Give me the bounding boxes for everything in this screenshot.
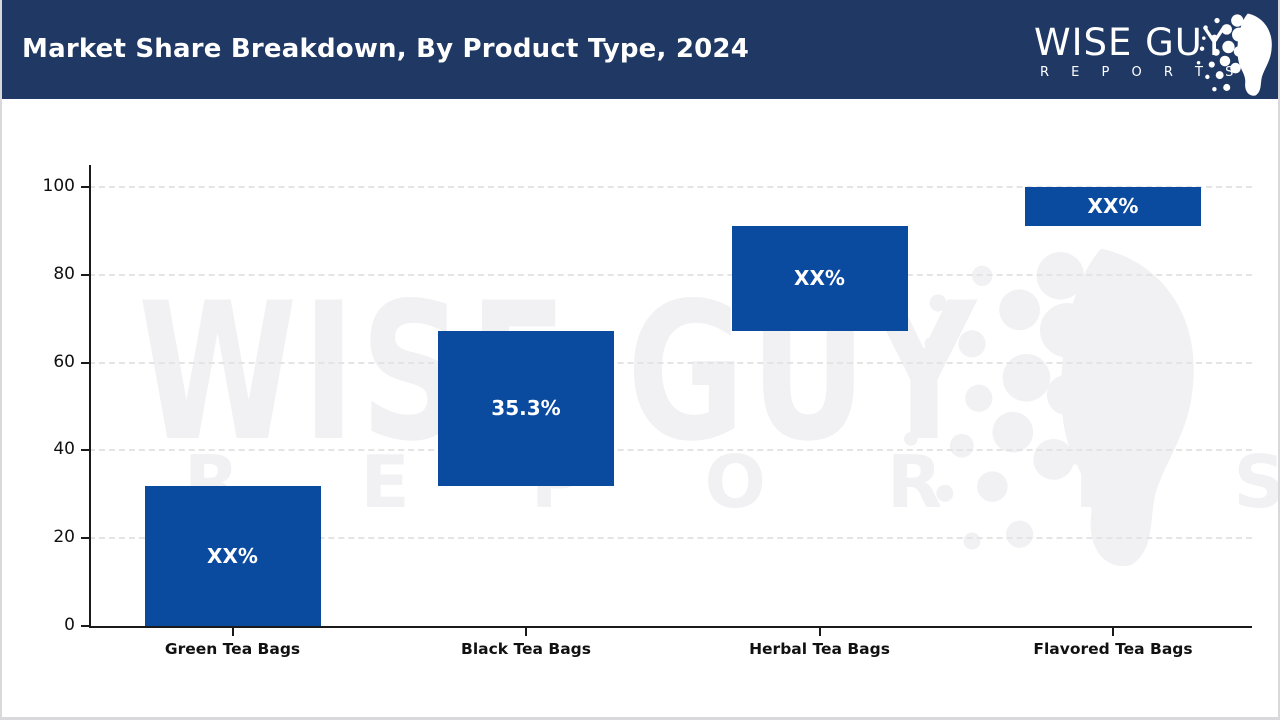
x-category-label: Herbal Tea Bags	[749, 640, 890, 658]
x-category-label: Flavored Tea Bags	[1033, 640, 1193, 658]
y-tick	[81, 449, 89, 452]
bar-segment	[1025, 187, 1201, 226]
y-tick	[81, 537, 89, 540]
bar-value-label: 35.3%	[491, 396, 561, 421]
header-banner: Market Share Breakdown, By Product Type,…	[2, 0, 1278, 99]
x-tick	[1112, 628, 1114, 636]
y-gridline	[89, 186, 1252, 188]
y-tick	[81, 361, 89, 364]
x-category-label: Green Tea Bags	[164, 640, 301, 658]
bar-value-label: XX%	[207, 543, 258, 568]
bar-segment	[731, 225, 908, 331]
y-tick	[81, 625, 89, 627]
y-gridline	[89, 361, 1252, 364]
y-tick-label: 60	[53, 351, 75, 372]
dotted-head-icon	[1196, 13, 1272, 96]
y-gridline	[89, 537, 1252, 540]
wise-guy-logo: WISE GUY R E P O R T S	[1006, 5, 1276, 96]
y-gridline	[89, 273, 1252, 276]
watermark-dotted-head-icon	[904, 248, 1194, 567]
y-tick-label: 0	[64, 615, 75, 635]
bar-segment	[438, 330, 614, 486]
logo-wordmark: WISE GUY	[1034, 21, 1227, 64]
y-tick	[81, 273, 89, 276]
x-axis-line	[89, 626, 1252, 628]
bar-segment	[144, 485, 321, 626]
x-tick	[818, 628, 821, 636]
y-axis-line	[89, 165, 91, 628]
x-category-label: Black Tea Bags	[461, 640, 591, 658]
logo-subtitle: R E P O R T S	[1040, 65, 1243, 80]
bar-value-label: XX%	[1087, 194, 1139, 219]
y-tick-label: 100	[42, 176, 75, 196]
y-tick-label: 40	[53, 439, 75, 460]
bar-value-label: XX%	[794, 266, 845, 291]
y-tick-label: 20	[53, 527, 75, 548]
y-tick-label: 80	[53, 263, 75, 284]
y-tick	[81, 186, 89, 188]
x-tick	[231, 628, 234, 636]
page-title: Market Share Breakdown, By Product Type,…	[22, 34, 749, 64]
y-gridline	[89, 449, 1252, 452]
x-tick	[525, 628, 527, 636]
